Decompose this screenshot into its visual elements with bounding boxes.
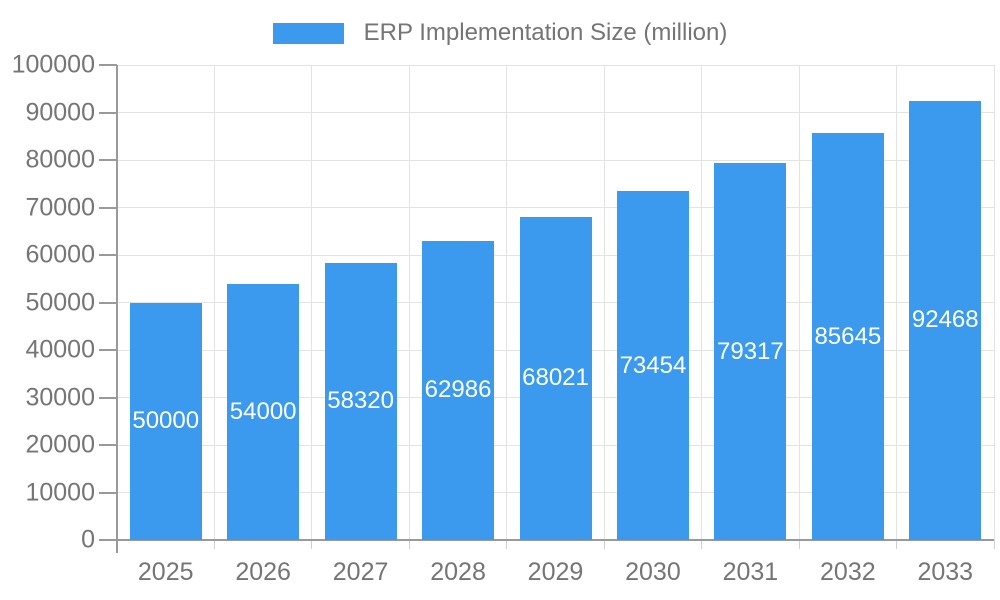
x-gridline [311, 65, 313, 540]
bar[interactable] [811, 133, 884, 540]
x-axis-tick [311, 540, 313, 549]
x-axis-tick [701, 540, 703, 549]
legend-item[interactable]: ERP Implementation Size (million) [272, 19, 728, 47]
x-axis-label: 2028 [430, 558, 486, 586]
x-gridline [701, 65, 703, 540]
x-axis-label: 2033 [917, 558, 974, 586]
y-axis-label: 50000 [25, 288, 95, 316]
bar[interactable] [519, 216, 592, 540]
bar[interactable] [227, 283, 300, 540]
y-gridline [117, 112, 994, 113]
y-axis-label: 0 [81, 525, 95, 554]
y-axis-label: 20000 [25, 430, 95, 459]
legend: ERP Implementation Size (million) [0, 19, 1000, 47]
legend-label: ERP Implementation Size (million) [363, 19, 728, 46]
x-axis-tick [506, 540, 508, 549]
y-axis-tick [99, 539, 117, 541]
y-axis-tick [99, 301, 117, 304]
y-axis-tick [99, 206, 117, 209]
x-gridline [408, 65, 410, 540]
y-axis-tick [99, 491, 117, 494]
x-gridline [896, 65, 898, 540]
x-gridline [506, 65, 508, 540]
y-axis-label: 10000 [25, 478, 95, 506]
x-axis-tick [993, 540, 995, 549]
y-axis-tick [99, 159, 117, 161]
y-axis-label: 40000 [25, 335, 95, 364]
x-axis-label: 2030 [625, 558, 681, 586]
y-axis-line [116, 65, 118, 553]
x-gridline [213, 65, 215, 540]
y-axis-label: 30000 [25, 383, 95, 411]
y-axis-tick [99, 444, 117, 446]
y-axis-label: 60000 [25, 240, 95, 269]
x-axis-label: 2027 [332, 558, 389, 586]
x-axis-label: 2029 [527, 558, 584, 586]
legend-swatch-icon [272, 22, 344, 44]
y-axis-tick [99, 111, 117, 114]
x-axis-label: 2025 [137, 558, 194, 586]
bar[interactable] [909, 100, 982, 540]
y-axis-tick [99, 64, 117, 66]
y-axis-label: 90000 [25, 98, 95, 126]
bar[interactable] [129, 302, 202, 540]
x-axis-label: 2026 [235, 558, 291, 586]
y-axis-label: 80000 [25, 145, 95, 174]
x-axis-tick [798, 540, 800, 549]
bar[interactable] [324, 262, 397, 540]
bar[interactable] [714, 163, 787, 540]
x-axis-tick [408, 540, 410, 549]
y-axis-label: 70000 [25, 193, 95, 221]
bar[interactable] [616, 191, 689, 540]
x-gridline [993, 65, 995, 540]
x-gridline [603, 65, 605, 540]
x-axis-tick [896, 540, 898, 549]
x-axis-label: 2031 [722, 558, 779, 586]
y-axis-tick [99, 396, 117, 399]
y-axis-label: 100000 [11, 50, 95, 79]
bar[interactable] [422, 240, 495, 540]
x-axis-tick [603, 540, 605, 549]
y-axis-tick [99, 349, 117, 351]
y-gridline [117, 64, 994, 66]
x-gridline [798, 65, 800, 540]
x-axis-tick [213, 540, 215, 549]
y-axis-tick [99, 254, 117, 256]
x-axis-label: 2032 [820, 558, 876, 586]
